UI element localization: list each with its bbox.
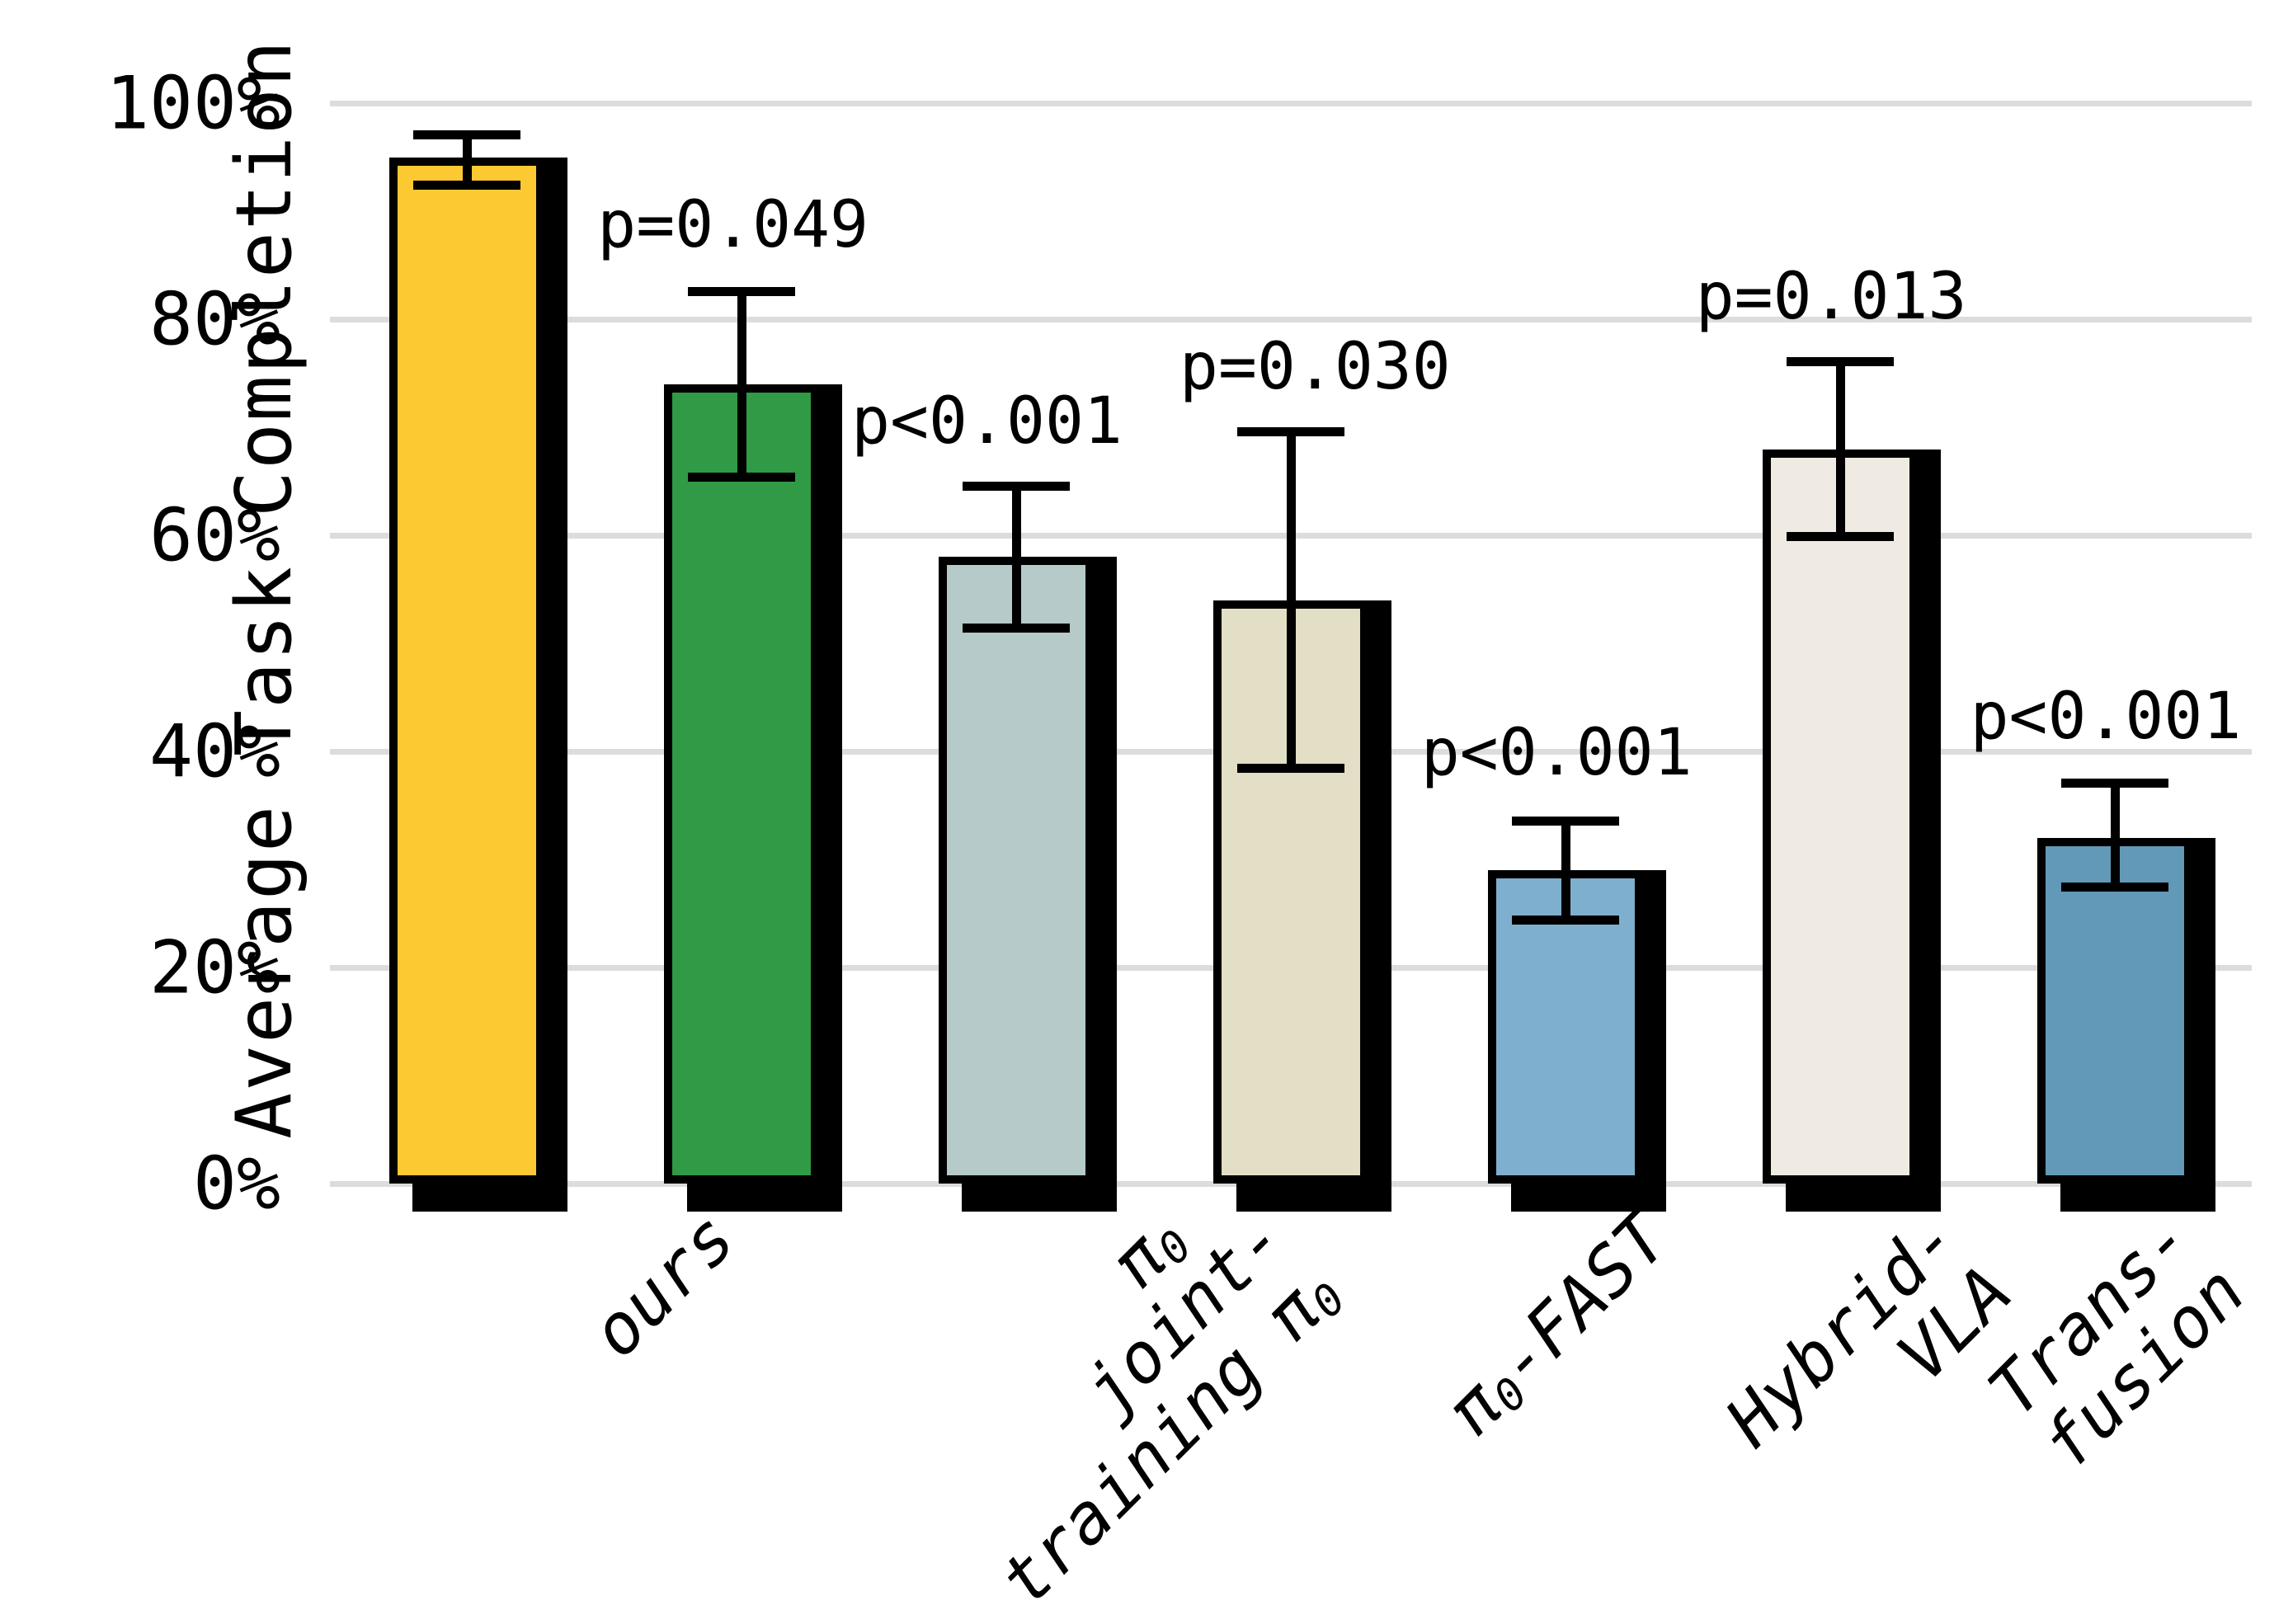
- y-axis-title: Average Task Completion: [219, 39, 308, 1139]
- error-bar: [2041, 778, 2189, 892]
- error-bar-cap-upper: [963, 481, 1071, 491]
- y-tick-label: 20%: [149, 925, 280, 1010]
- error-bar-cap-upper: [1237, 427, 1344, 437]
- error-bar-cap-lower: [1511, 915, 1619, 925]
- error-bar-cap-lower: [2060, 883, 2168, 892]
- error-bar-line: [463, 130, 473, 191]
- error-bar: [1491, 816, 1640, 925]
- error-bar-cap-upper: [688, 287, 796, 297]
- bar-transfusion[interactable]: [1762, 449, 1941, 1212]
- y-tick-label: 80%: [149, 276, 280, 362]
- error-bar-line: [1835, 357, 1845, 541]
- error-bar-line: [1561, 816, 1570, 925]
- x-tick-label-pi0-fast: π0-FAST: [1431, 1198, 1684, 1451]
- x-tick-label-transfusion: Trans-fusion: [1973, 1198, 2260, 1485]
- y-tick-label: 100%: [106, 60, 280, 146]
- bar-rect: [389, 157, 545, 1184]
- error-bar-cap-lower: [688, 472, 796, 482]
- bar-rect: [2036, 837, 2192, 1184]
- error-bar-cap-upper: [413, 130, 521, 140]
- bar-joint-training-pi0[interactable]: [664, 384, 843, 1212]
- error-bar-cap-lower: [1237, 764, 1344, 774]
- bar-frozen-backbone[interactable]: [2036, 837, 2215, 1212]
- error-bar-line: [1287, 427, 1296, 774]
- error-bar-cap-upper: [1786, 357, 1894, 367]
- pvalue-label-frozen-backbone: p<0.001: [1970, 679, 2242, 754]
- pvalue-label-joint-training-pi0: p=0.049: [597, 188, 869, 263]
- y-tick-label: 40%: [149, 708, 280, 794]
- bar-ours[interactable]: [389, 157, 568, 1212]
- bar-pi0[interactable]: [939, 557, 1118, 1212]
- error-bar: [1766, 357, 1914, 541]
- bar-rect: [1762, 449, 1918, 1184]
- pvalue-label-hybrid-vla: p<0.001: [1420, 715, 1693, 790]
- x-tick-label-hybrid-vla: Hybrid- VLA: [1711, 1198, 2027, 1513]
- error-bar: [942, 481, 1090, 633]
- error-bar-cap-lower: [963, 624, 1071, 633]
- y-tick-label: 0%: [193, 1141, 280, 1226]
- x-tick-line: ours: [575, 1198, 751, 1373]
- pvalue-label-pi0-fast: p=0.030: [1179, 330, 1451, 405]
- y-tick-label: 60%: [149, 492, 280, 578]
- x-tick-line: π0-FAST: [1431, 1198, 1684, 1451]
- error-bar-line: [1012, 481, 1022, 633]
- bar-rect: [664, 384, 820, 1184]
- error-bar-line: [737, 287, 747, 482]
- x-tick-line: Frozen: [2274, 1200, 2293, 1489]
- error-bar-cap-lower: [413, 181, 521, 191]
- error-bar: [667, 287, 816, 482]
- error-bar-cap-lower: [1786, 531, 1894, 541]
- error-bar: [1217, 427, 1365, 774]
- error-bar: [393, 130, 541, 191]
- pvalue-label-transfusion: p=0.013: [1695, 260, 1967, 335]
- bar-rect: [939, 557, 1095, 1184]
- x-tick-label-frozen-backbone: FrozenBackbone: [2274, 1200, 2293, 1542]
- x-tick-label-ours: ours: [575, 1198, 751, 1373]
- error-bar-line: [2110, 778, 2120, 892]
- error-bar-cap-upper: [1511, 816, 1619, 826]
- pvalue-label-pi0: p<0.001: [851, 384, 1123, 459]
- error-bar-cap-upper: [2060, 778, 2168, 788]
- plot-area: 100% 80% 60% 40% 20% 0% p=0.049 p<0.001 p=0.030…: [106, 49, 2252, 1226]
- gridline-100%: [330, 101, 2252, 107]
- gridline-80%: [330, 317, 2252, 323]
- bar-pi0-fast[interactable]: [1213, 600, 1391, 1212]
